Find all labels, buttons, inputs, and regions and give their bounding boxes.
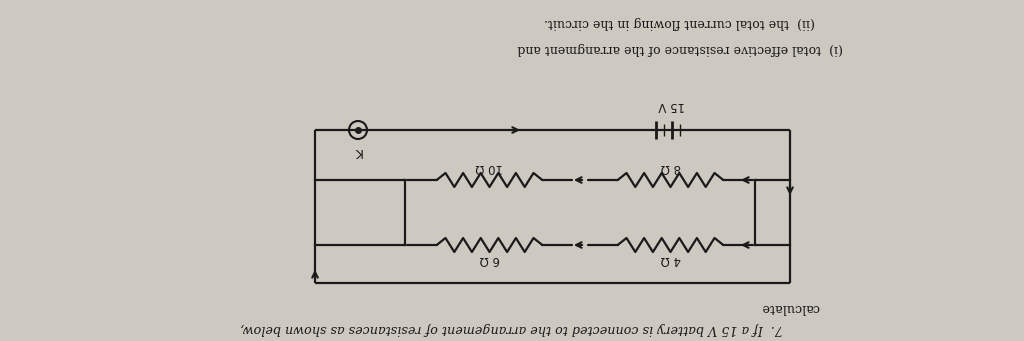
- Text: (ii)  the total current flowing in the circuit.: (ii) the total current flowing in the ci…: [545, 15, 815, 29]
- Text: 10 Ω: 10 Ω: [475, 161, 504, 174]
- Text: (i)  total effective resistance of the arrangment and: (i) total effective resistance of the ar…: [517, 42, 843, 55]
- Text: 7.  If a 15 V battery is connected to the arrangement of resistances as shown be: 7. If a 15 V battery is connected to the…: [241, 322, 783, 335]
- Text: 4 Ω: 4 Ω: [660, 252, 681, 266]
- Text: 6 Ω: 6 Ω: [479, 252, 500, 266]
- Text: 15 V: 15 V: [658, 99, 685, 112]
- Text: calculate: calculate: [761, 301, 819, 314]
- Text: 8 Ω: 8 Ω: [660, 161, 681, 174]
- Text: K: K: [354, 146, 362, 159]
